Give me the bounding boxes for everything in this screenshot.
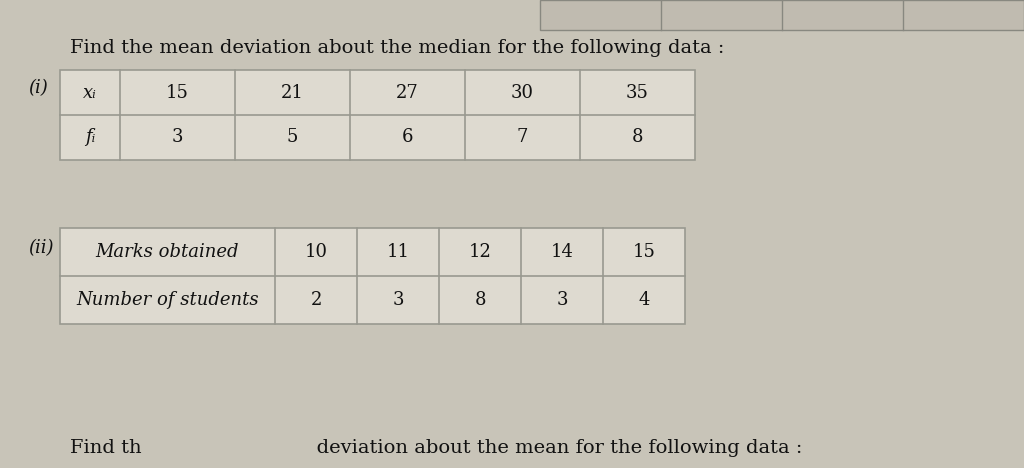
Text: 21: 21 [281, 83, 304, 102]
Text: 15: 15 [633, 243, 655, 261]
Bar [60, 70, 695, 160]
Text: 8: 8 [474, 291, 485, 309]
Text: 27: 27 [396, 83, 419, 102]
Text: 12: 12 [469, 243, 492, 261]
Bar [540, 0, 1024, 30]
Text: 7: 7 [517, 129, 528, 146]
Text: 10: 10 [304, 243, 328, 261]
Text: (i): (i) [28, 79, 48, 97]
Text: Marks obtained: Marks obtained [96, 243, 240, 261]
Text: 15: 15 [166, 83, 189, 102]
Text: 6: 6 [401, 129, 414, 146]
Text: 3: 3 [556, 291, 567, 309]
Text: 14: 14 [551, 243, 573, 261]
Text: Number of students: Number of students [76, 291, 259, 309]
Text: 5: 5 [287, 129, 298, 146]
Text: 30: 30 [511, 83, 534, 102]
Text: fᵢ: fᵢ [85, 129, 95, 146]
Text: 11: 11 [386, 243, 410, 261]
Text: Find th                            deviation about the mean for the following da: Find th deviation about the mean for the… [70, 439, 803, 457]
Text: 4: 4 [638, 291, 649, 309]
Text: Find the mean deviation about the median for the following data :: Find the mean deviation about the median… [70, 39, 724, 57]
Text: xᵢ: xᵢ [83, 83, 97, 102]
Text: (ii): (ii) [28, 239, 53, 257]
Text: 35: 35 [626, 83, 649, 102]
Text: 2: 2 [310, 291, 322, 309]
Bar [60, 228, 685, 324]
Text: 3: 3 [392, 291, 403, 309]
Text: 3: 3 [172, 129, 183, 146]
Text: 8: 8 [632, 129, 643, 146]
